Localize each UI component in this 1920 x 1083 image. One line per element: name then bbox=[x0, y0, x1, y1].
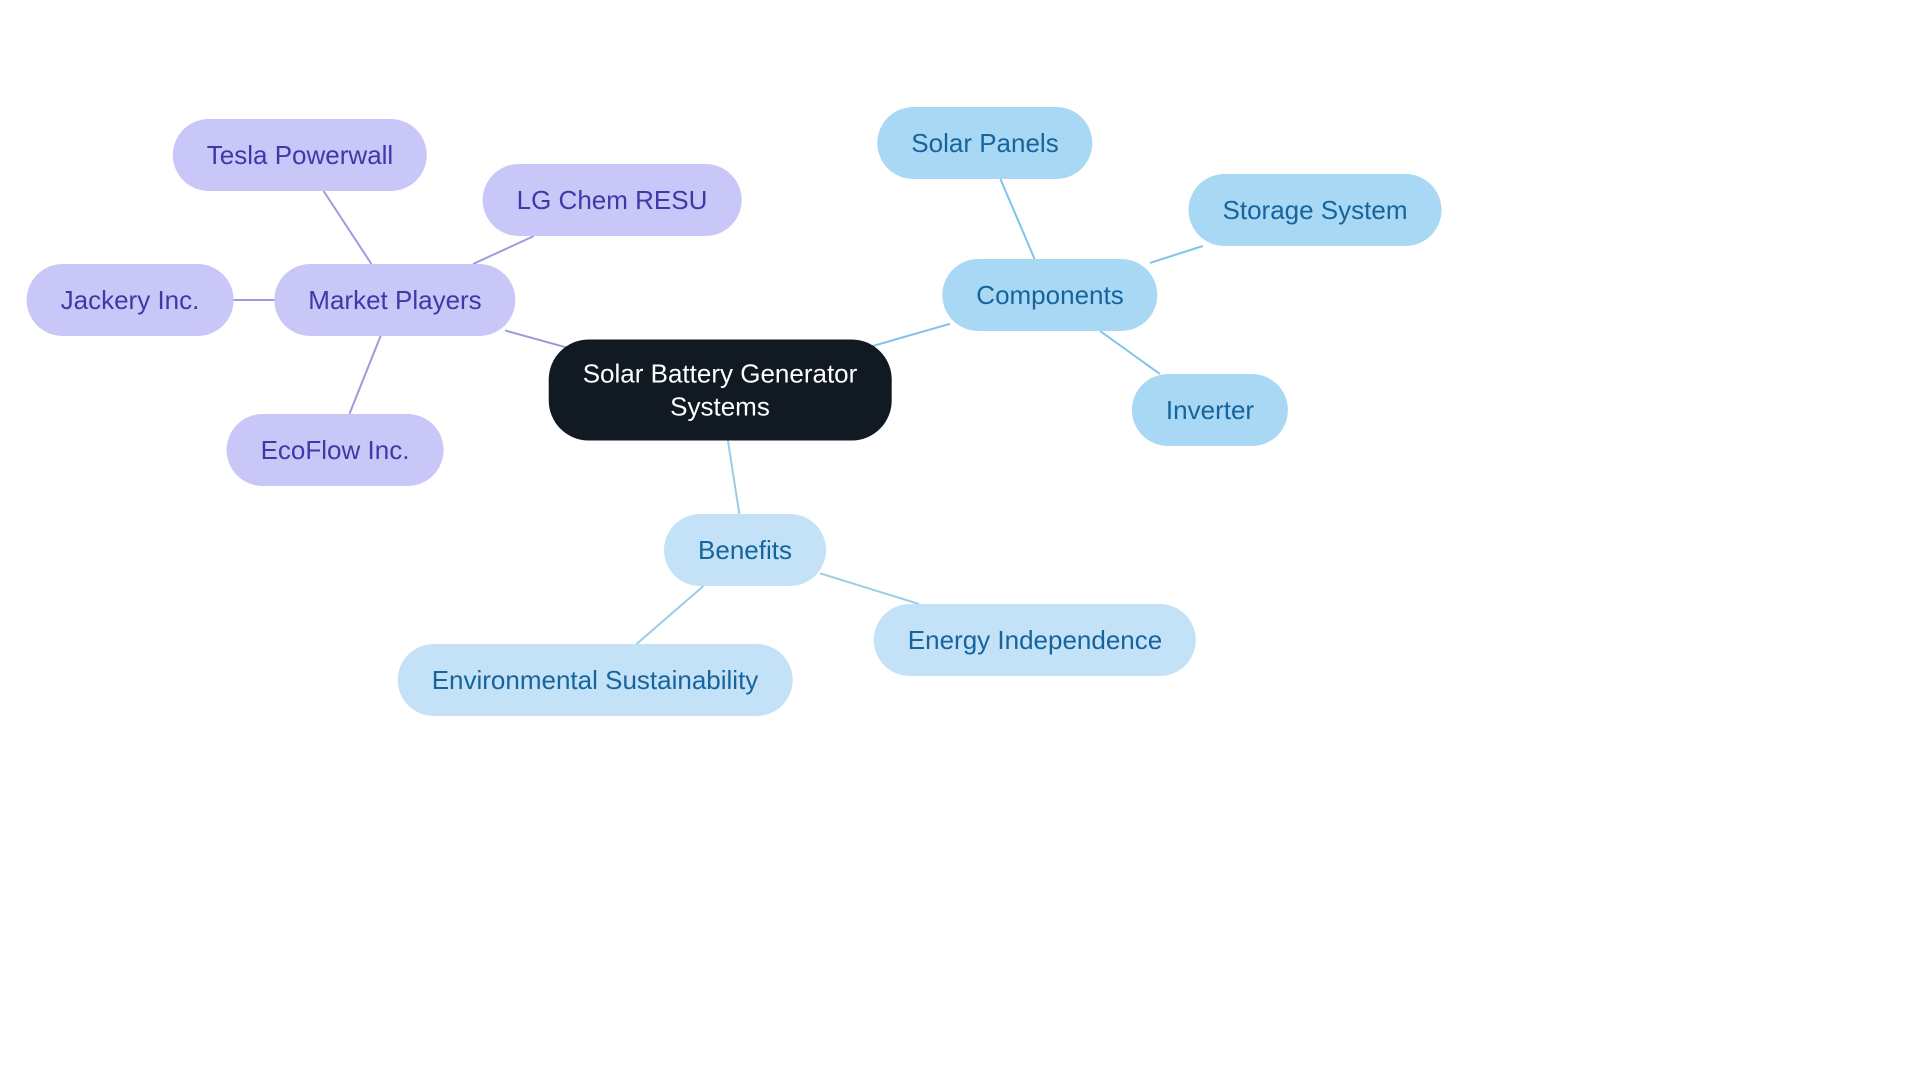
edge-components-inverter bbox=[1100, 331, 1160, 374]
edge-components-solar_panels bbox=[1000, 179, 1034, 259]
node-env_sustain[interactable]: Environmental Sustainability bbox=[398, 644, 793, 716]
edge-market_players-ecoflow bbox=[349, 336, 380, 414]
edge-components-storage_system bbox=[1150, 246, 1203, 263]
edge-benefits-energy_indep bbox=[820, 573, 919, 604]
edge-root-components bbox=[870, 324, 950, 347]
edge-root-benefits bbox=[728, 440, 740, 514]
node-energy_indep[interactable]: Energy Independence bbox=[874, 604, 1196, 676]
node-storage_system[interactable]: Storage System bbox=[1189, 174, 1442, 246]
node-benefits[interactable]: Benefits bbox=[664, 514, 826, 586]
node-market_players[interactable]: Market Players bbox=[274, 264, 515, 336]
node-lgchem[interactable]: LG Chem RESU bbox=[483, 164, 742, 236]
edge-benefits-env_sustain bbox=[637, 586, 704, 644]
node-ecoflow[interactable]: EcoFlow Inc. bbox=[227, 414, 444, 486]
edge-root-market_players bbox=[505, 330, 570, 348]
node-solar_panels[interactable]: Solar Panels bbox=[877, 107, 1092, 179]
edge-market_players-tesla bbox=[324, 191, 372, 264]
node-root[interactable]: Solar Battery Generator Systems bbox=[549, 340, 892, 441]
edge-market_players-lgchem bbox=[473, 236, 534, 264]
mindmap-canvas: Solar Battery Generator Systems Market Pl… bbox=[0, 0, 1920, 1083]
node-inverter[interactable]: Inverter bbox=[1132, 374, 1288, 446]
node-tesla[interactable]: Tesla Powerwall bbox=[173, 119, 427, 191]
node-components[interactable]: Components bbox=[942, 259, 1157, 331]
node-jackery[interactable]: Jackery Inc. bbox=[27, 264, 234, 336]
